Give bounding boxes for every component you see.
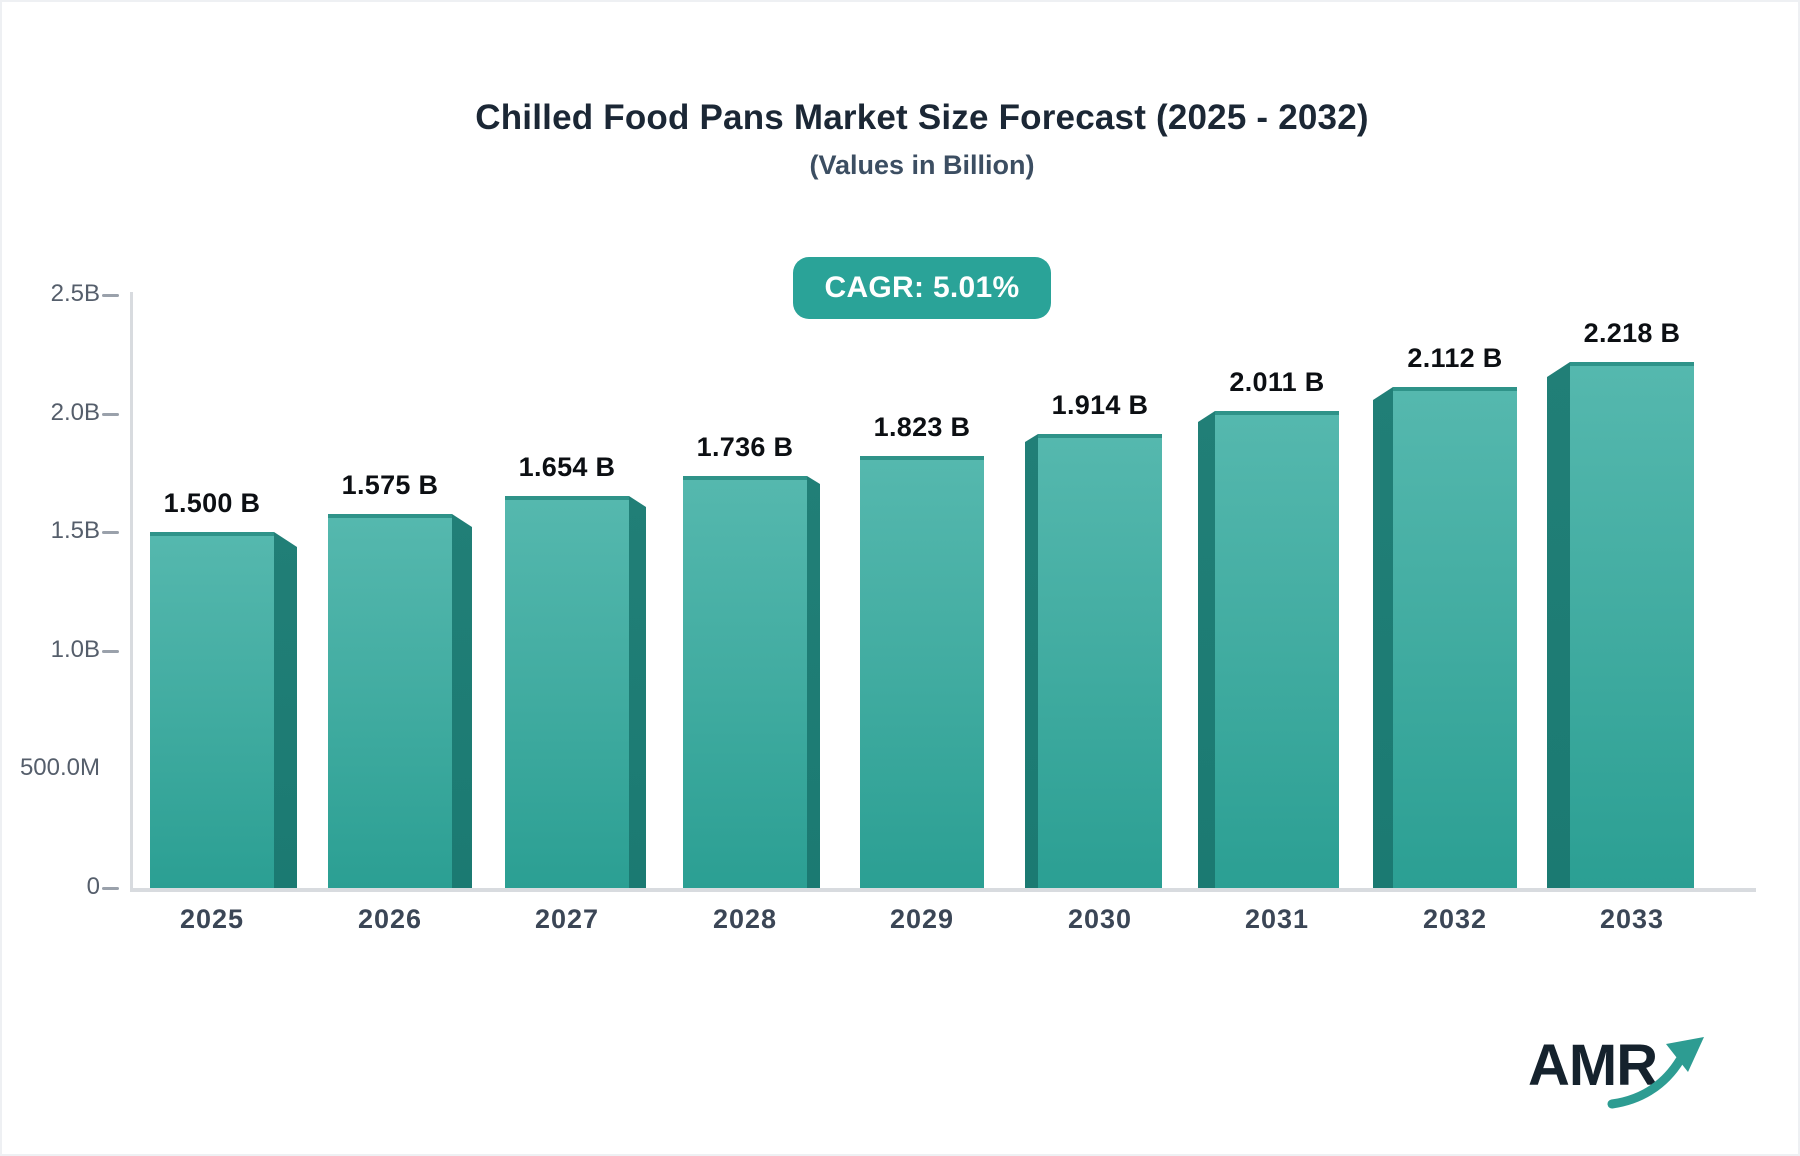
x-axis-label: 2026 [357,904,423,934]
bar-3d-side [274,532,297,888]
y-axis-label: 500.0M [19,754,100,782]
bar [860,456,984,888]
x-axis-label: 2033 [1599,904,1665,934]
bar-3d-side [1373,387,1393,888]
bar-value-label: 1.736 B [696,432,794,462]
bar-value-label: 1.575 B [341,470,439,500]
bar-value-label: 1.500 B [163,488,261,518]
logo-text: AMR [1528,1033,1658,1098]
bar-3d-side [1198,411,1215,888]
bar-3d-side [452,514,472,888]
bar-3d-side [807,476,820,888]
bar [1215,411,1339,888]
y-axis-label: 1.0B [50,635,100,663]
cagr-badge-row: CAGR: 5.01% [2,257,1798,319]
y-axis-label: 0 [86,873,100,900]
bar-3d-side [1547,362,1570,888]
bar [1570,362,1694,888]
y-axis-line [130,292,133,890]
x-axis-label: 2028 [712,904,778,934]
y-axis-label: 2.0B [50,398,100,426]
bar [328,514,452,888]
bar [1393,387,1517,888]
x-axis-label: 2030 [1067,904,1133,934]
x-axis-label: 2031 [1244,904,1310,934]
bar-3d-side [629,496,646,888]
y-axis-tick [102,887,119,890]
bar [683,476,807,888]
y-axis-tick [102,649,119,653]
y-axis-tick [102,294,119,297]
bar-value-label: 2.218 B [1583,318,1681,348]
bar-value-label: 2.112 B [1407,343,1503,373]
x-axis-label: 2029 [889,904,955,934]
x-axis-label: 2032 [1422,904,1488,934]
bar-value-label: 1.914 B [1051,390,1149,420]
bar-value-label: 1.654 B [518,452,616,482]
growth-arrow-icon [1607,1037,1704,1109]
y-axis-label: 2.5B [50,280,100,307]
amr-logo: AMR [1528,1032,1728,1122]
bar [1038,434,1162,888]
bar-3d-side [1025,434,1038,888]
bar [505,496,629,888]
x-axis-label: 2025 [179,904,245,934]
y-axis-tick [102,412,119,416]
bar [150,532,274,888]
bar-value-label: 1.823 B [873,412,971,442]
chart-title: Chilled Food Pans Market Size Forecast (… [475,98,1369,137]
y-axis-tick [102,531,119,535]
chart-subtitle: (Values in Billion) [809,150,1035,180]
bar-value-label: 2.011 B [1229,367,1325,397]
y-axis-label: 1.5B [50,517,100,545]
x-axis-label: 2027 [534,904,600,934]
cagr-badge: CAGR: 5.01% [793,257,1051,319]
x-axis-baseline [130,888,1756,892]
